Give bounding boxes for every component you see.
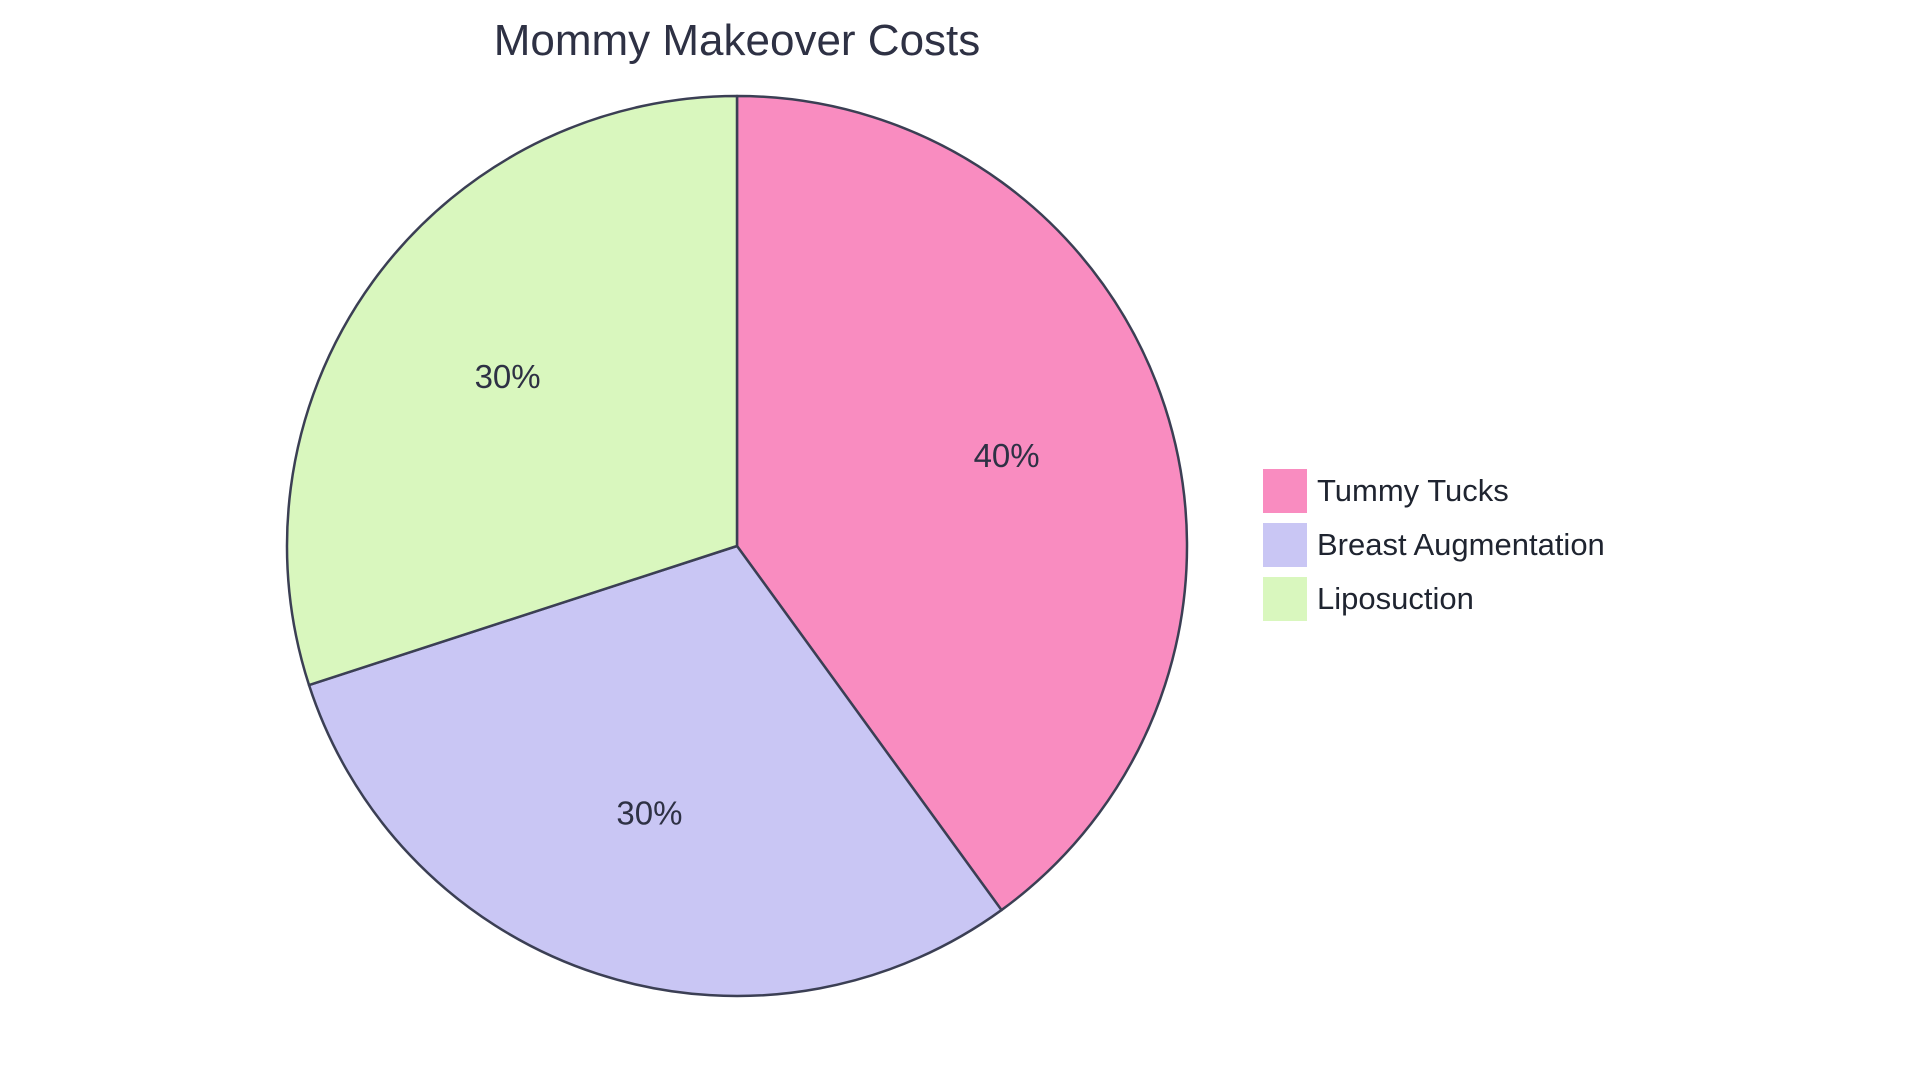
- pie-slice-tummy-tucks: [735, 94, 1189, 912]
- slice-label-tummy-tucks: 40%: [974, 437, 1040, 474]
- legend-label-breast-augmentation: Breast Augmentation: [1317, 527, 1605, 562]
- legend: Tummy Tucks Breast Augmentation Liposuctio…: [1263, 464, 1605, 626]
- legend-item-liposuction: Liposuction: [1263, 572, 1605, 626]
- legend-label-tummy-tucks: Tummy Tucks: [1317, 473, 1509, 508]
- pie-slice-liposuction: [285, 94, 739, 687]
- slice-label-breast-augmentation: 30%: [616, 794, 682, 831]
- legend-swatch-breast-augmentation: [1263, 523, 1307, 567]
- slice-label-liposuction: 30%: [475, 358, 541, 395]
- legend-item-tummy-tucks: Tummy Tucks: [1263, 464, 1605, 518]
- chart-title: Mommy Makeover Costs: [493, 16, 981, 65]
- legend-swatch-tummy-tucks: [1263, 469, 1307, 513]
- legend-swatch-liposuction: [1263, 577, 1307, 621]
- legend-item-breast-augmentation: Breast Augmentation: [1263, 518, 1605, 572]
- pie-slice-breast-augmentation: [307, 544, 1003, 998]
- legend-label-liposuction: Liposuction: [1317, 581, 1474, 616]
